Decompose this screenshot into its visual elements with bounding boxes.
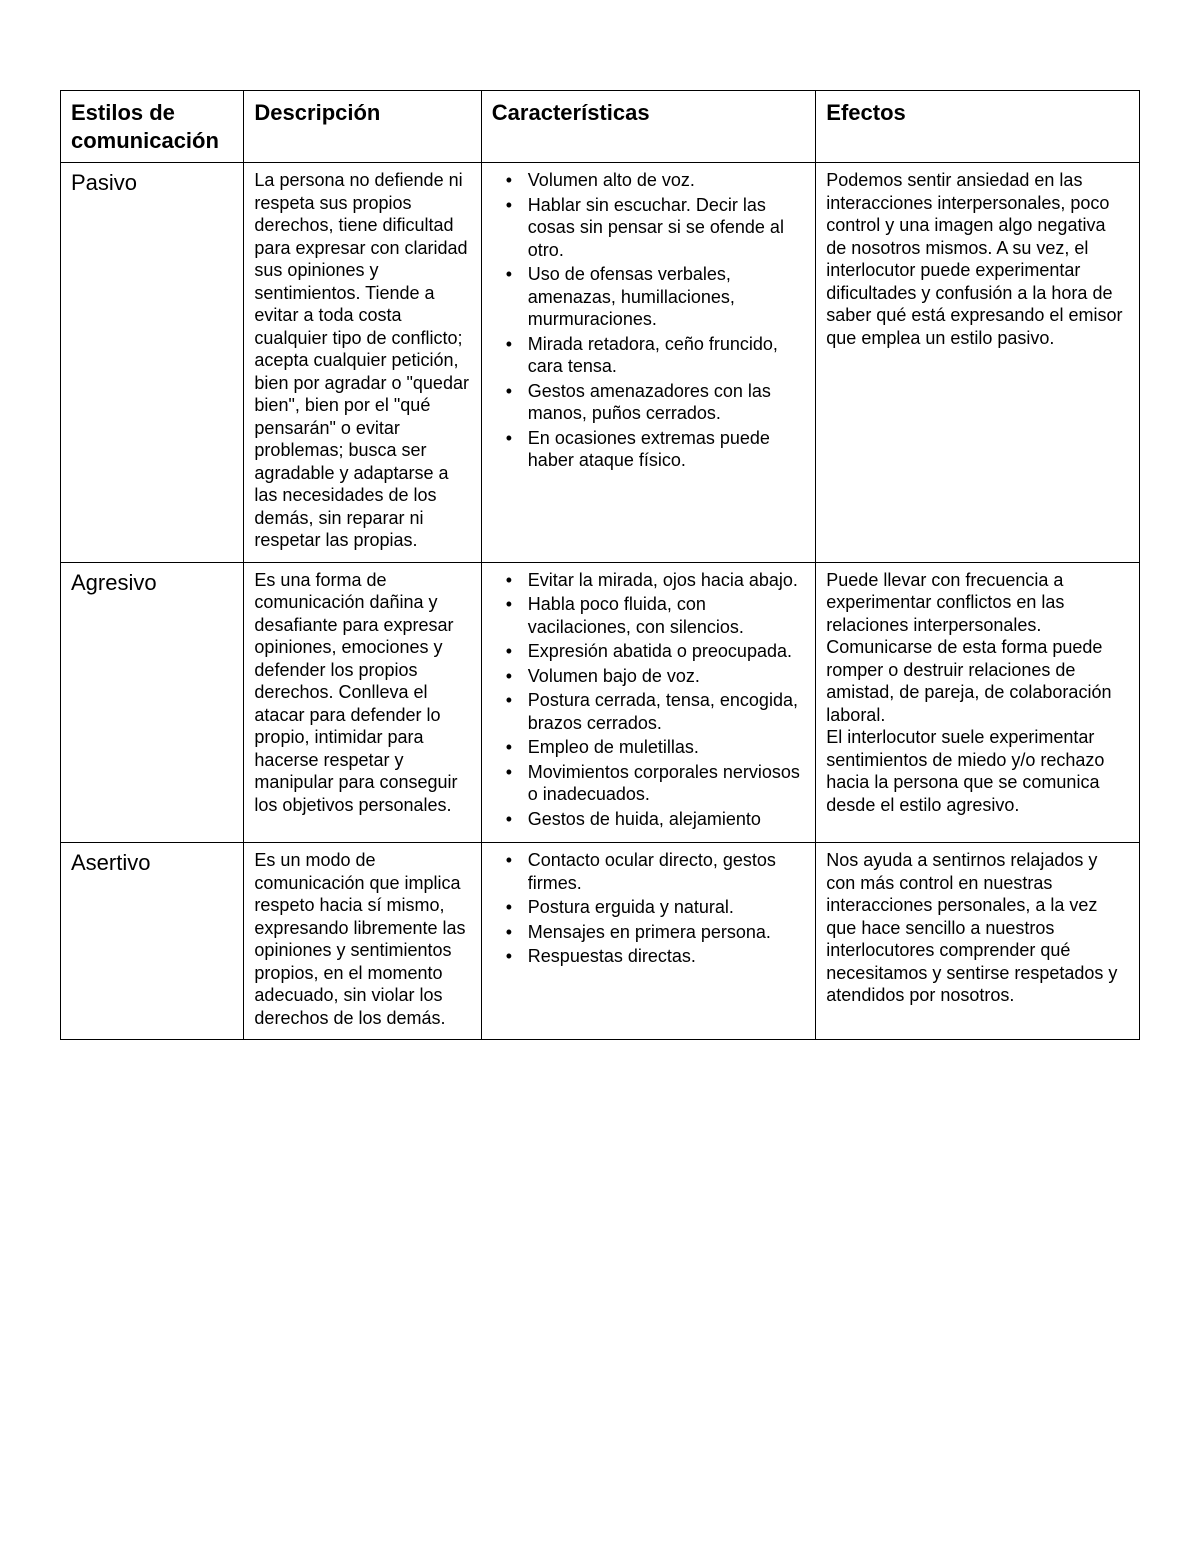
characteristic-item: Hablar sin escuchar. Decir las cosas sin… bbox=[500, 194, 805, 262]
description-cell: Es una forma de comunicación dañina y de… bbox=[244, 562, 481, 843]
style-name-cell: Pasivo bbox=[61, 163, 244, 563]
effects-text: Puede llevar con frecuencia a experiment… bbox=[826, 569, 1129, 817]
characteristics-list: Volumen alto de voz.Hablar sin escuchar.… bbox=[492, 169, 805, 472]
description-text: Es una forma de comunicación dañina y de… bbox=[254, 569, 470, 817]
description-cell: La persona no defiende ni respeta sus pr… bbox=[244, 163, 481, 563]
characteristic-item: Habla poco fluida, con vacilaciones, con… bbox=[500, 593, 805, 638]
characteristic-item: Contacto ocular directo, gestos firmes. bbox=[500, 849, 805, 894]
characteristic-item: Volumen alto de voz. bbox=[500, 169, 805, 192]
characteristics-cell: Volumen alto de voz.Hablar sin escuchar.… bbox=[481, 163, 815, 563]
effects-cell: Nos ayuda a sentirnos relajados y con má… bbox=[816, 843, 1140, 1040]
characteristic-item: Mirada retadora, ceño fruncido, cara ten… bbox=[500, 333, 805, 378]
description-text: Es un modo de comunicación que implica r… bbox=[254, 849, 470, 1029]
characteristic-item: Volumen bajo de voz. bbox=[500, 665, 805, 688]
effects-text: Podemos sentir ansiedad en las interacci… bbox=[826, 169, 1129, 349]
characteristic-item: Gestos de huida, alejamiento bbox=[500, 808, 805, 831]
table-row: AsertivoEs un modo de comunicación que i… bbox=[61, 843, 1140, 1040]
header-description: Descripción bbox=[244, 91, 481, 163]
effects-text: Nos ayuda a sentirnos relajados y con má… bbox=[826, 849, 1129, 1007]
table-row: PasivoLa persona no defiende ni respeta … bbox=[61, 163, 1140, 563]
characteristic-item: En ocasiones extremas puede haber ataque… bbox=[500, 427, 805, 472]
characteristic-item: Movimientos corporales nerviosos o inade… bbox=[500, 761, 805, 806]
characteristic-item: Postura erguida y natural. bbox=[500, 896, 805, 919]
characteristics-list: Contacto ocular directo, gestos firmes.P… bbox=[492, 849, 805, 968]
table-header-row: Estilos de comunicación Descripción Cara… bbox=[61, 91, 1140, 163]
table-body: PasivoLa persona no defiende ni respeta … bbox=[61, 163, 1140, 1040]
header-characteristics: Características bbox=[481, 91, 815, 163]
effects-cell: Podemos sentir ansiedad en las interacci… bbox=[816, 163, 1140, 563]
communication-styles-table: Estilos de comunicación Descripción Cara… bbox=[60, 90, 1140, 1040]
characteristic-item: Evitar la mirada, ojos hacia abajo. bbox=[500, 569, 805, 592]
header-effects: Efectos bbox=[816, 91, 1140, 163]
characteristic-item: Expresión abatida o preocupada. bbox=[500, 640, 805, 663]
characteristic-item: Uso de ofensas verbales, amenazas, humil… bbox=[500, 263, 805, 331]
effects-cell: Puede llevar con frecuencia a experiment… bbox=[816, 562, 1140, 843]
characteristic-item: Gestos amenazadores con las manos, puños… bbox=[500, 380, 805, 425]
header-style: Estilos de comunicación bbox=[61, 91, 244, 163]
style-name-cell: Asertivo bbox=[61, 843, 244, 1040]
characteristics-cell: Contacto ocular directo, gestos firmes.P… bbox=[481, 843, 815, 1040]
style-name-cell: Agresivo bbox=[61, 562, 244, 843]
characteristic-item: Mensajes en primera persona. bbox=[500, 921, 805, 944]
description-text: La persona no defiende ni respeta sus pr… bbox=[254, 169, 470, 552]
characteristics-list: Evitar la mirada, ojos hacia abajo.Habla… bbox=[492, 569, 805, 831]
characteristic-item: Respuestas directas. bbox=[500, 945, 805, 968]
characteristic-item: Postura cerrada, tensa, encogida, brazos… bbox=[500, 689, 805, 734]
characteristic-item: Empleo de muletillas. bbox=[500, 736, 805, 759]
table-row: AgresivoEs una forma de comunicación dañ… bbox=[61, 562, 1140, 843]
description-cell: Es un modo de comunicación que implica r… bbox=[244, 843, 481, 1040]
characteristics-cell: Evitar la mirada, ojos hacia abajo.Habla… bbox=[481, 562, 815, 843]
